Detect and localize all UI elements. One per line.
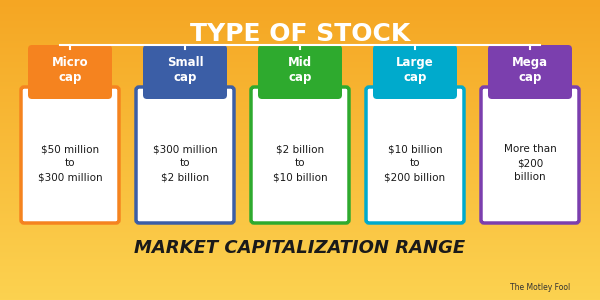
Text: $50 million
to
$300 million: $50 million to $300 million — [38, 144, 103, 182]
Text: Small
cap: Small cap — [167, 56, 203, 84]
FancyBboxPatch shape — [251, 87, 349, 223]
Text: Large
cap: Large cap — [396, 56, 434, 84]
Text: The Motley Fool: The Motley Fool — [510, 283, 570, 292]
FancyBboxPatch shape — [136, 87, 234, 223]
Text: MARKET CAPITALIZATION RANGE: MARKET CAPITALIZATION RANGE — [134, 239, 466, 257]
Text: TYPE OF STOCK: TYPE OF STOCK — [190, 22, 410, 46]
FancyBboxPatch shape — [21, 87, 119, 223]
FancyBboxPatch shape — [28, 45, 112, 99]
FancyBboxPatch shape — [488, 45, 572, 99]
Text: $10 billion
to
$200 billion: $10 billion to $200 billion — [385, 144, 446, 182]
FancyBboxPatch shape — [481, 87, 579, 223]
Text: Micro
cap: Micro cap — [52, 56, 88, 84]
Text: Mega
cap: Mega cap — [512, 56, 548, 84]
Text: $2 billion
to
$10 billion: $2 billion to $10 billion — [272, 144, 328, 182]
Text: Mid
cap: Mid cap — [288, 56, 312, 84]
Text: More than
$200
billion: More than $200 billion — [503, 144, 556, 182]
FancyBboxPatch shape — [366, 87, 464, 223]
Text: $300 million
to
$2 billion: $300 million to $2 billion — [152, 144, 217, 182]
FancyBboxPatch shape — [143, 45, 227, 99]
FancyBboxPatch shape — [258, 45, 342, 99]
FancyBboxPatch shape — [373, 45, 457, 99]
